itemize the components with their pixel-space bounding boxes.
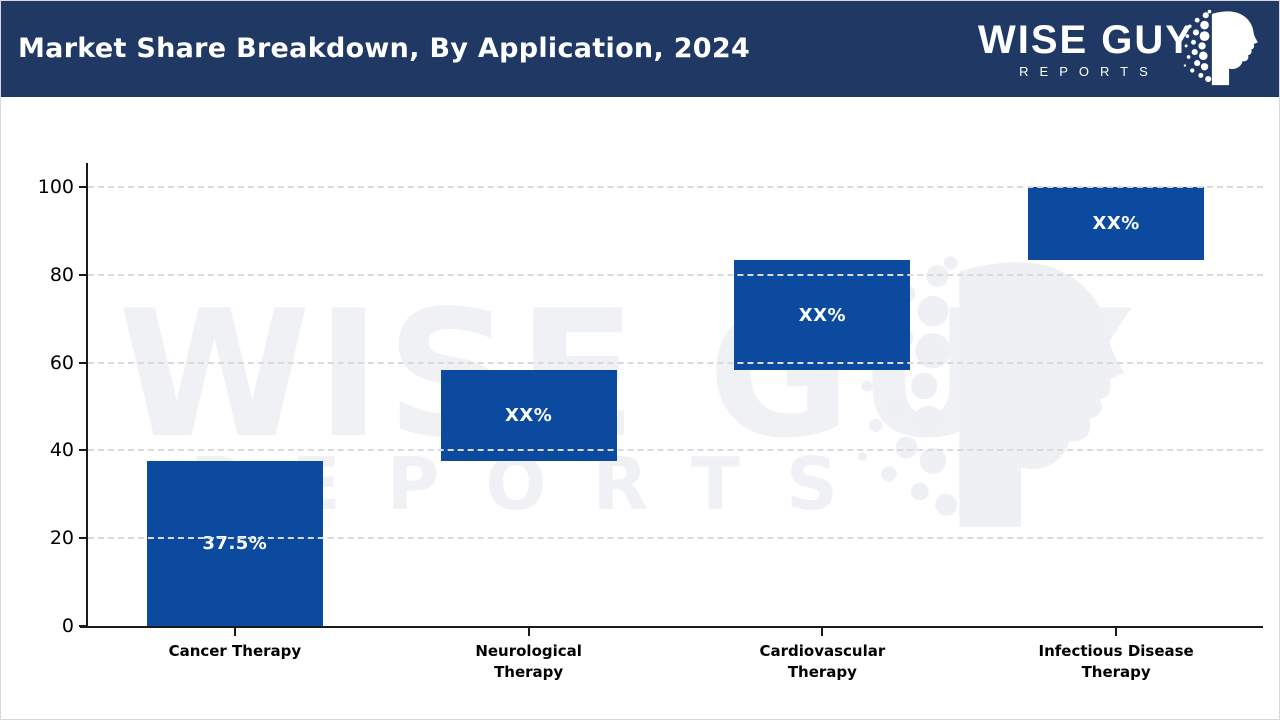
x-axis-line	[80, 626, 1263, 628]
y-axis-tick-label-100: 100	[37, 176, 74, 198]
bar-value-label-4: XX%	[1092, 213, 1140, 235]
x-axis-category-label-2: Neurological Therapy	[475, 642, 582, 681]
y-axis-line	[86, 163, 88, 628]
x-axis-tick-3	[821, 628, 824, 636]
bar-2: XX%	[440, 370, 617, 462]
y-axis-tick-label-0: 0	[61, 615, 74, 637]
bar-4: XX%	[1028, 187, 1205, 261]
y-axis-tick-60	[79, 361, 88, 364]
wiseguy-logo-brand: WISE GUY	[977, 17, 1194, 62]
bar-value-label-2: XX%	[504, 405, 553, 427]
y-gridline-40	[88, 449, 1263, 452]
wiseguy-logo-sub: REPORTS	[1019, 63, 1159, 79]
y-axis-tick-40	[79, 449, 88, 452]
wiseguy-face-logo-icon	[1183, 9, 1258, 86]
y-axis-tick-100	[79, 186, 88, 188]
y-axis-tick-label-40: 40	[49, 439, 74, 462]
y-axis-tick-80	[79, 273, 88, 276]
x-axis-category-label-3: Cardiovascular Therapy	[759, 642, 886, 681]
x-axis-tick-4	[1115, 628, 1118, 636]
x-axis-tick-1	[233, 628, 236, 636]
x-axis-category-label-4: Infectious Disease Therapy	[1038, 642, 1194, 681]
y-axis-tick-20	[79, 537, 88, 540]
bar-1: 37.5%	[146, 461, 323, 626]
header-bar: Market Share Breakdown, By Application, …	[0, 0, 1280, 97]
y-axis-tick-label-20: 20	[49, 527, 74, 550]
x-axis-tick-2	[527, 628, 530, 636]
x-axis-category-label-1: Cancer Therapy	[168, 642, 302, 660]
y-gridline-20	[88, 537, 1263, 540]
y-gridline-80	[88, 273, 1263, 276]
wiseguy-logo: WISE GUY REPORTS	[978, 5, 1272, 93]
bar-3: XX%	[734, 260, 911, 371]
y-gridline-60	[88, 361, 1263, 364]
y-gridline-100	[88, 186, 1263, 188]
y-axis-tick-label-80: 80	[49, 263, 74, 286]
page-title: Market Share Breakdown, By Application, …	[18, 33, 751, 64]
bar-value-label-3: XX%	[798, 304, 847, 326]
wiseguy-logo-text: WISE GUY REPORTS	[978, 20, 1194, 79]
y-axis-tick-label-60: 60	[49, 351, 74, 374]
